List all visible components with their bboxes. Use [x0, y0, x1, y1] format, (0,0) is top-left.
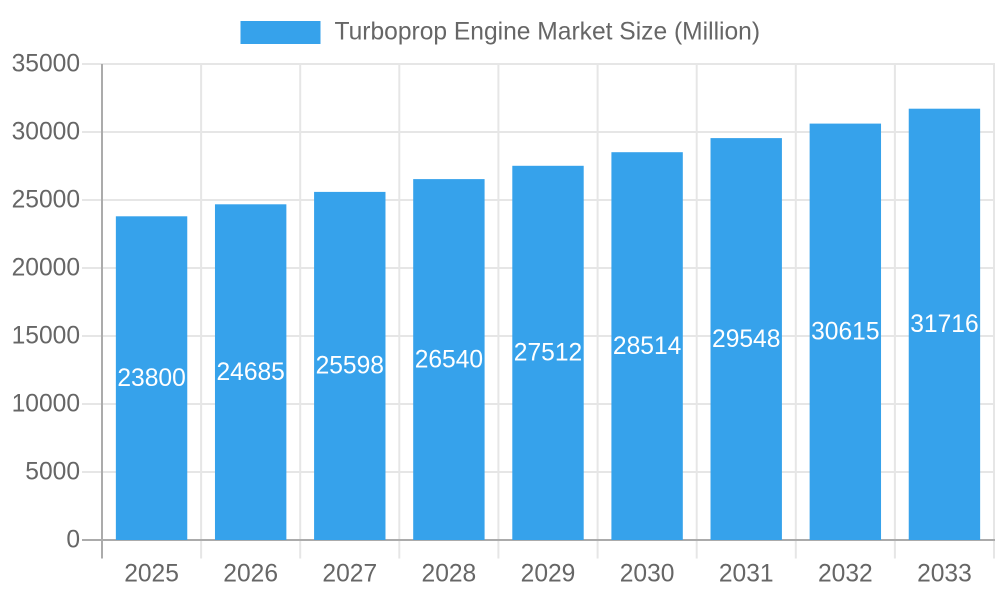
- svg-text:2033: 2033: [917, 561, 972, 588]
- svg-text:2027: 2027: [322, 561, 377, 588]
- svg-text:27512: 27512: [514, 340, 582, 367]
- svg-text:31716: 31716: [910, 311, 978, 338]
- svg-text:25598: 25598: [316, 353, 384, 380]
- svg-text:2031: 2031: [719, 561, 774, 588]
- svg-text:25000: 25000: [12, 187, 80, 214]
- svg-text:30615: 30615: [811, 319, 879, 346]
- svg-text:0: 0: [66, 527, 80, 554]
- svg-text:29548: 29548: [712, 326, 780, 353]
- svg-text:5000: 5000: [25, 459, 80, 486]
- svg-text:35000: 35000: [12, 51, 80, 78]
- svg-text:2029: 2029: [521, 561, 576, 588]
- svg-text:2032: 2032: [818, 561, 873, 588]
- svg-text:2028: 2028: [422, 561, 477, 588]
- svg-text:20000: 20000: [12, 255, 80, 282]
- svg-text:2025: 2025: [124, 561, 179, 588]
- svg-text:2026: 2026: [223, 561, 278, 588]
- svg-text:24685: 24685: [216, 359, 284, 386]
- svg-text:26540: 26540: [415, 346, 483, 373]
- svg-text:10000: 10000: [12, 391, 80, 418]
- svg-text:30000: 30000: [12, 119, 80, 146]
- svg-text:15000: 15000: [12, 323, 80, 350]
- svg-text:28514: 28514: [613, 333, 681, 360]
- svg-text:Turboprop Engine Market Size (: Turboprop Engine Market Size (Million): [335, 18, 761, 45]
- svg-text:2030: 2030: [620, 561, 675, 588]
- svg-text:23800: 23800: [117, 365, 185, 392]
